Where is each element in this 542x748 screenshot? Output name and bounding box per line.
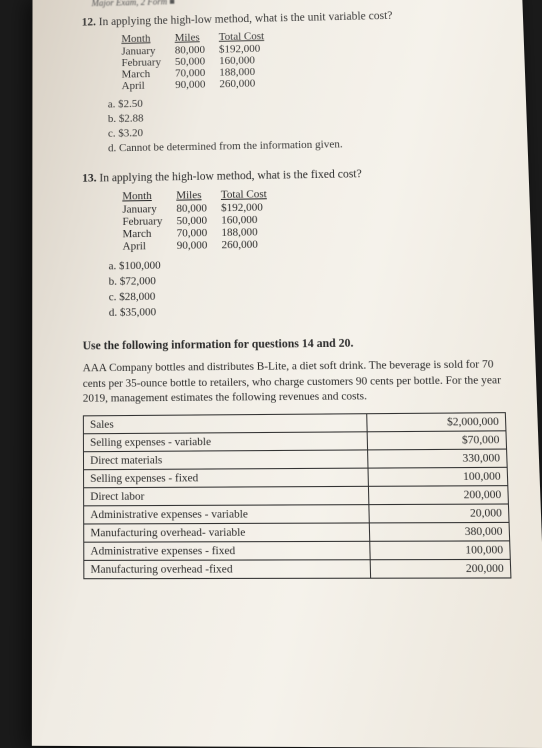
- cost-label: Selling expenses - variable: [83, 432, 367, 452]
- cost-label: Administrative expenses - variable: [84, 505, 370, 524]
- table-cell: 90,000: [175, 78, 219, 90]
- table-cell: 70,000: [175, 67, 219, 79]
- scenario-paragraph: AAA Company bottles and distributes B-Li…: [83, 357, 506, 408]
- q13-prompt: In applying the high-low method, what is…: [99, 168, 362, 184]
- table-cell: January: [122, 203, 176, 216]
- cost-table: Sales$2,000,000 Selling expenses - varia…: [83, 412, 512, 579]
- q12-text: 12. In applying the high-low method, wha…: [82, 8, 493, 28]
- table-cell: March: [122, 228, 176, 241]
- cost-label: Selling expenses - fixed: [84, 468, 369, 488]
- cost-label: Manufacturing overhead- variable: [84, 523, 370, 542]
- question-12: 12. In applying the high-low method, wha…: [82, 8, 497, 156]
- q13-th-month: Month: [122, 190, 176, 204]
- cost-amount: 100,000: [370, 541, 511, 560]
- table-cell: 80,000: [176, 202, 221, 215]
- table-cell: 90,000: [177, 239, 222, 252]
- cost-amount: 200,000: [368, 486, 508, 505]
- cost-amount: 200,000: [370, 560, 511, 579]
- table-cell: 188,000: [221, 226, 281, 239]
- table-cell: 80,000: [175, 44, 219, 56]
- q12-th-month: Month: [121, 32, 174, 46]
- table-cell: 50,000: [175, 55, 219, 67]
- q13-data-table: Month Miles Total Cost January80,000$192…: [122, 188, 282, 253]
- question-13: 13. In applying the high-low method, wha…: [82, 166, 502, 321]
- q12-prompt: In applying the high-low method, what is…: [99, 10, 393, 28]
- cost-label: Direct labor: [84, 487, 369, 507]
- cost-label: Direct materials: [83, 450, 368, 470]
- q12-data-table: Month Miles Total Cost January80,000$192…: [121, 30, 279, 92]
- table-cell: 70,000: [177, 227, 222, 240]
- table-cell: 50,000: [176, 215, 221, 228]
- q13-number: 13.: [82, 173, 96, 185]
- cost-amount: 100,000: [368, 468, 508, 487]
- q13-choice-d: d. $35,000: [109, 301, 503, 321]
- cost-label: Administrative expenses - fixed: [84, 542, 370, 561]
- section-intro: Use the following information for questi…: [83, 335, 504, 352]
- cost-amount: $70,000: [367, 431, 506, 450]
- q12-number: 12.: [82, 17, 96, 29]
- cost-amount: 380,000: [369, 523, 509, 542]
- table-cell: April: [123, 240, 177, 253]
- header-note: Major Exam, 2 Form ■: [92, 0, 175, 8]
- cost-amount: 330,000: [368, 449, 508, 468]
- cost-amount: 20,000: [369, 504, 509, 523]
- cost-amount: $2,000,000: [367, 413, 506, 432]
- q13-choices: a. $100,000 b. $72,000 c. $28,000 d. $35…: [109, 254, 503, 321]
- exam-paper: Major Exam, 2 Form ■ ACC212 12. In apply…: [32, 0, 542, 748]
- cost-label: Manufacturing overhead -fixed: [84, 560, 371, 579]
- q13-text: 13. In applying the high-low method, wha…: [82, 166, 498, 185]
- table-cell: February: [122, 215, 176, 228]
- q12-choices: a. $2.50 b. $2.88 c. $3.20 d. Cannot be …: [108, 91, 497, 156]
- q12-th-miles: Miles: [175, 31, 219, 44]
- table-cell: $192,000: [221, 201, 281, 214]
- q13-th-miles: Miles: [176, 189, 221, 203]
- cost-label: Sales: [83, 414, 367, 434]
- table-cell: 260,000: [219, 77, 279, 90]
- q13-th-cost: Total Cost: [221, 188, 281, 202]
- table-cell: 160,000: [221, 214, 281, 227]
- table-cell: 260,000: [221, 239, 282, 252]
- table-cell: April: [122, 79, 176, 92]
